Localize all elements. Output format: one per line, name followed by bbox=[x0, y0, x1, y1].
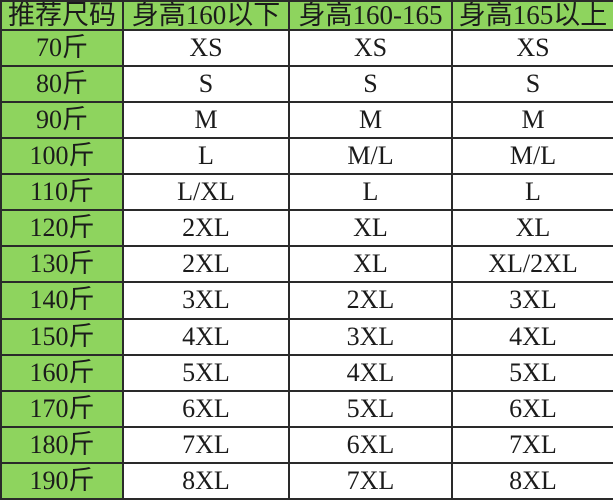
size-cell: 3XL bbox=[288, 317, 453, 356]
table-row: 180斤 7XL 6XL 7XL bbox=[0, 425, 613, 464]
table-row: 90斤 M M M bbox=[0, 101, 613, 140]
size-cell: 6XL bbox=[288, 425, 453, 464]
size-cell: 6XL bbox=[451, 389, 613, 428]
size-cell: 8XL bbox=[122, 461, 290, 500]
size-cell: S bbox=[122, 65, 290, 104]
size-cell: XS bbox=[451, 28, 613, 68]
size-cell: XS bbox=[122, 28, 290, 68]
table-row: 190斤 8XL 7XL 8XL bbox=[0, 461, 613, 500]
size-cell: 3XL bbox=[451, 281, 613, 320]
size-cell: 2XL bbox=[288, 281, 453, 320]
size-cell: 4XL bbox=[122, 317, 290, 356]
weight-cell: 160斤 bbox=[0, 353, 124, 392]
weight-cell: 120斤 bbox=[0, 209, 124, 248]
size-cell: 4XL bbox=[288, 353, 453, 392]
header-cell-recommended-size: 推荐尺码 bbox=[0, 0, 124, 31]
size-cell: 6XL bbox=[122, 389, 290, 428]
weight-cell: 170斤 bbox=[0, 389, 124, 428]
size-cell: 3XL bbox=[122, 281, 290, 320]
size-cell: XL bbox=[451, 209, 613, 248]
size-cell: M/L bbox=[288, 137, 453, 176]
table-row: 70斤 XS XS XS bbox=[0, 28, 613, 68]
size-cell: 2XL bbox=[122, 245, 290, 284]
weight-cell: 90斤 bbox=[0, 101, 124, 140]
size-cell: S bbox=[451, 65, 613, 104]
table-row: 100斤 L M/L M/L bbox=[0, 137, 613, 176]
table-row: 80斤 S S S bbox=[0, 65, 613, 104]
size-cell: L/XL bbox=[122, 173, 290, 212]
size-cell: 5XL bbox=[288, 389, 453, 428]
table-row: 170斤 6XL 5XL 6XL bbox=[0, 389, 613, 428]
table-row: 160斤 5XL 4XL 5XL bbox=[0, 353, 613, 392]
size-cell: 7XL bbox=[288, 461, 453, 500]
weight-cell: 80斤 bbox=[0, 65, 124, 104]
weight-cell: 140斤 bbox=[0, 281, 124, 320]
weight-cell: 150斤 bbox=[0, 317, 124, 356]
weight-cell: 70斤 bbox=[0, 28, 124, 68]
size-cell: 4XL bbox=[451, 317, 613, 356]
size-cell: L bbox=[451, 173, 613, 212]
size-cell: 8XL bbox=[451, 461, 613, 500]
weight-cell: 100斤 bbox=[0, 137, 124, 176]
table-row: 140斤 3XL 2XL 3XL bbox=[0, 281, 613, 320]
size-cell: XL/2XL bbox=[451, 245, 613, 284]
table-body: 70斤 XS XS XS 80斤 S S S 90斤 M M M 100斤 L M/L M/L 110斤 L/XL… bbox=[0, 28, 613, 500]
size-cell: 7XL bbox=[451, 425, 613, 464]
header-row: 推荐尺码 身高160以下 身高160-165 身高165以上 bbox=[0, 0, 613, 31]
size-cell: 5XL bbox=[122, 353, 290, 392]
size-cell: 7XL bbox=[122, 425, 290, 464]
size-cell: M/L bbox=[451, 137, 613, 176]
header-cell-height-range: 身高160以下 bbox=[122, 0, 290, 31]
header-cell-height-range: 身高165以上 bbox=[451, 0, 613, 31]
size-cell: S bbox=[288, 65, 453, 104]
table-row: 110斤 L/XL L L bbox=[0, 173, 613, 212]
table-row: 150斤 4XL 3XL 4XL bbox=[0, 317, 613, 356]
size-cell: XL bbox=[288, 245, 453, 284]
table-row: 120斤 2XL XL XL bbox=[0, 209, 613, 248]
size-cell: M bbox=[451, 101, 613, 140]
size-cell: L bbox=[122, 137, 290, 176]
size-cell: M bbox=[288, 101, 453, 140]
header-cell-height-range: 身高160-165 bbox=[288, 0, 453, 31]
weight-cell: 130斤 bbox=[0, 245, 124, 284]
size-cell: XS bbox=[288, 28, 453, 68]
weight-cell: 180斤 bbox=[0, 425, 124, 464]
size-cell: XL bbox=[288, 209, 453, 248]
table-head: 推荐尺码 身高160以下 身高160-165 身高165以上 bbox=[0, 0, 613, 31]
size-cell: M bbox=[122, 101, 290, 140]
table-row: 130斤 2XL XL XL/2XL bbox=[0, 245, 613, 284]
size-cell: 2XL bbox=[122, 209, 290, 248]
weight-cell: 110斤 bbox=[0, 173, 124, 212]
size-cell: L bbox=[288, 173, 453, 212]
size-cell: 5XL bbox=[451, 353, 613, 392]
weight-cell: 190斤 bbox=[0, 461, 124, 500]
